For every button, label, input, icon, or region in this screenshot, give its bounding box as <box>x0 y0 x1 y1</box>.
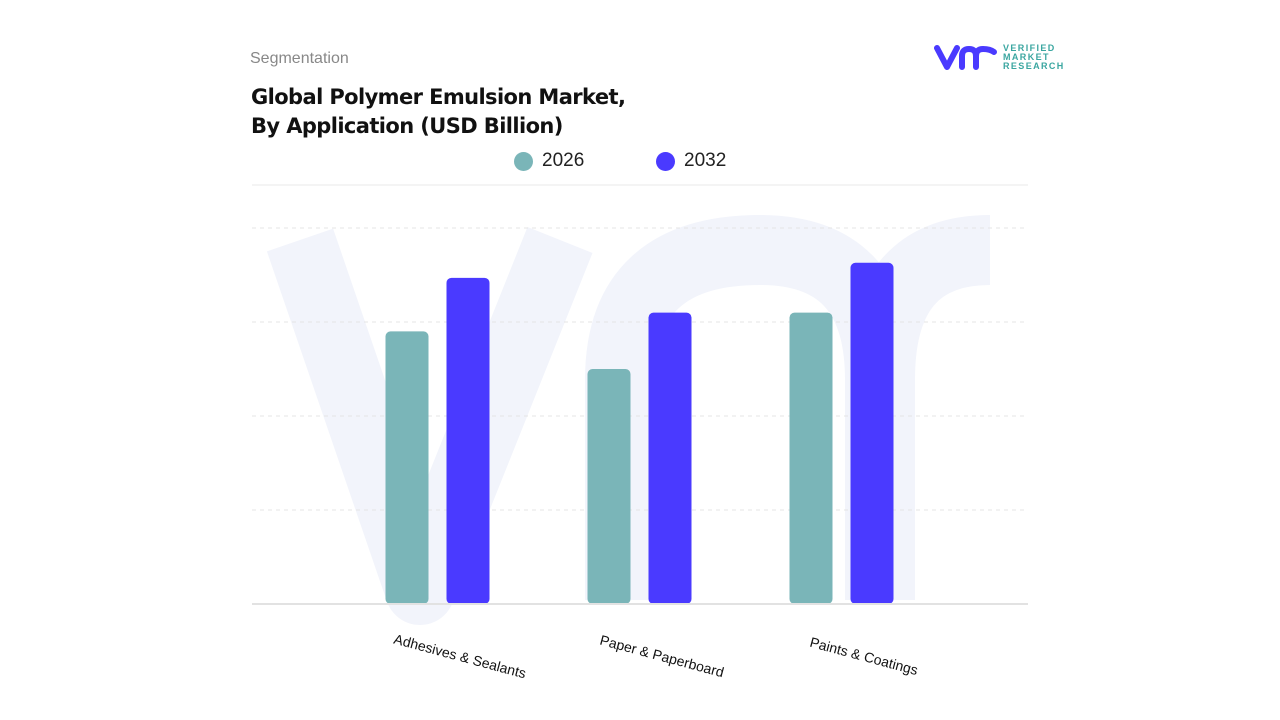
title-line-2: By Application (USD Billion) <box>251 114 563 138</box>
legend-item-2026: 2026 <box>514 150 584 172</box>
vmr-logo: VERIFIED MARKET RESEARCH <box>934 43 1065 71</box>
segment-label: Segmentation <box>250 50 349 67</box>
logo-text-3: RESEARCH <box>1003 60 1065 71</box>
legend-label-2032: 2032 <box>684 150 727 171</box>
legend-item-2032: 2032 <box>656 150 726 172</box>
bar-2026-1 <box>587 369 631 604</box>
logo-text-2: MARKET <box>1003 51 1050 62</box>
title-line-1: Global Polymer Emulsion Market, <box>251 85 626 109</box>
chart-title: Global Polymer Emulsion Market, By Appli… <box>251 83 626 141</box>
legend-swatch-2026 <box>514 151 533 171</box>
bar-2032-1 <box>648 312 692 604</box>
bar-2026-2 <box>789 312 833 604</box>
legend-label-2026: 2026 <box>542 150 585 171</box>
vmr-logo-mark-icon <box>934 45 997 70</box>
bar-2026-0 <box>385 331 429 604</box>
bar-2032-2 <box>850 262 894 604</box>
logo-text-1: VERIFIED <box>1003 42 1056 53</box>
legend-swatch-2032 <box>656 151 675 171</box>
bar-2032-0 <box>446 277 490 604</box>
